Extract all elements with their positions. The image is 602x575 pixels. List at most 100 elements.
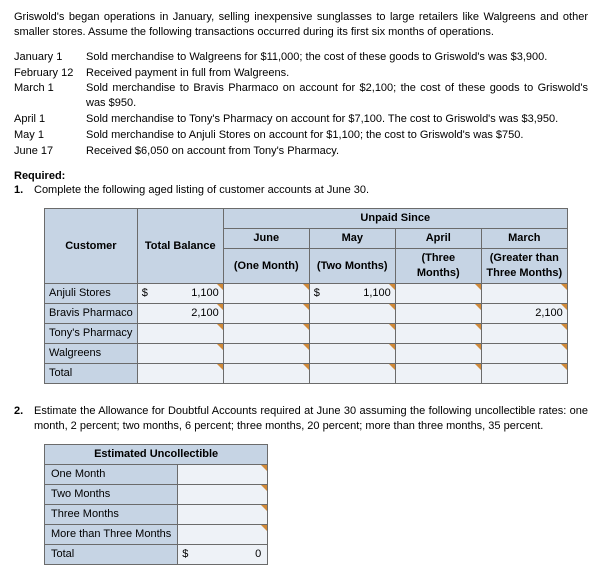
unpaid-since-header: Unpaid Since (223, 209, 567, 229)
total-cell[interactable]: $1,100 (137, 283, 223, 303)
uncollectible-header: Estimated Uncollectible (45, 444, 268, 464)
required-heading: Required: (14, 169, 588, 184)
edit-corner-icon (475, 304, 481, 310)
table-row: Total (45, 363, 568, 383)
march-cell[interactable] (481, 343, 567, 363)
total-cell[interactable] (137, 323, 223, 343)
period-label: More than Three Months (45, 524, 178, 544)
customer-label: Walgreens (45, 343, 138, 363)
cell-value: 0 (255, 548, 261, 560)
required-label: Required: (14, 170, 65, 182)
may-cell[interactable] (309, 303, 395, 323)
transaction-row: April 1 Sold merchandise to Tony's Pharm… (14, 112, 588, 127)
period-label: Three Months (45, 504, 178, 524)
customer-label: Anjuli Stores (45, 283, 138, 303)
table-row: Bravis Pharmaco 2,100 2,100 (45, 303, 568, 323)
col-april-sub: (Three Months) (395, 249, 481, 284)
edit-corner-icon (475, 344, 481, 350)
table-row: More than Three Months (45, 524, 268, 544)
amount-cell[interactable] (178, 504, 268, 524)
march-cell[interactable] (481, 363, 567, 383)
edit-corner-icon (561, 324, 567, 330)
requirement-2: 2. Estimate the Allowance for Doubtful A… (14, 404, 588, 434)
col-customer-header: Customer (45, 209, 138, 284)
period-label: Total (45, 544, 178, 564)
transaction-row: January 1 Sold merchandise to Walgreens … (14, 50, 588, 65)
edit-corner-icon (561, 364, 567, 370)
april-cell[interactable] (395, 363, 481, 383)
table-header-row-span: Customer Total Balance Unpaid Since (45, 209, 568, 229)
april-cell[interactable] (395, 323, 481, 343)
aged-listing-table: Customer Total Balance Unpaid Since June… (44, 208, 568, 384)
june-cell[interactable] (223, 283, 309, 303)
may-cell[interactable] (309, 343, 395, 363)
customer-label: Total (45, 363, 138, 383)
march-cell[interactable]: 2,100 (481, 303, 567, 323)
amount-cell[interactable]: $0 (178, 544, 268, 564)
amount-cell[interactable] (178, 524, 268, 544)
edit-corner-icon (261, 525, 267, 531)
cell-value: 1,100 (363, 287, 391, 299)
transaction-date: June 17 (14, 144, 86, 159)
edit-corner-icon (217, 344, 223, 350)
req-number: 2. (14, 404, 34, 434)
transaction-date: February 12 (14, 66, 86, 81)
may-cell[interactable] (309, 363, 395, 383)
edit-corner-icon (389, 344, 395, 350)
table-row: One Month (45, 464, 268, 484)
transaction-date: April 1 (14, 112, 86, 127)
requirement-1: 1. Complete the following aged listing o… (14, 183, 588, 198)
aged-listing-table-wrap: Customer Total Balance Unpaid Since June… (44, 208, 588, 384)
total-cell[interactable] (137, 363, 223, 383)
transaction-row: June 17 Received $6,050 on account from … (14, 144, 588, 159)
june-cell[interactable] (223, 323, 309, 343)
total-cell[interactable] (137, 343, 223, 363)
amount-cell[interactable] (178, 484, 268, 504)
transaction-date: March 1 (14, 81, 86, 111)
edit-corner-icon (561, 304, 567, 310)
currency-symbol: $ (142, 286, 148, 301)
edit-corner-icon (561, 344, 567, 350)
table-header-row: Estimated Uncollectible (45, 444, 268, 464)
april-cell[interactable] (395, 343, 481, 363)
may-cell[interactable] (309, 323, 395, 343)
edit-corner-icon (389, 284, 395, 290)
edit-corner-icon (475, 284, 481, 290)
col-march-header: March (481, 229, 567, 249)
intro-text: Griswold's began operations in January, … (14, 11, 588, 38)
edit-corner-icon (261, 505, 267, 511)
edit-corner-icon (217, 364, 223, 370)
june-cell[interactable] (223, 303, 309, 323)
june-cell[interactable] (223, 363, 309, 383)
table-row: Walgreens (45, 343, 568, 363)
transactions-list: January 1 Sold merchandise to Walgreens … (14, 50, 588, 159)
currency-symbol: $ (314, 286, 320, 301)
amount-cell[interactable] (178, 464, 268, 484)
transaction-row: February 12 Received payment in full fro… (14, 66, 588, 81)
table-row: Anjuli Stores $1,100 $1,100 (45, 283, 568, 303)
col-june-header: June (223, 229, 309, 249)
cell-value: 1,100 (191, 287, 219, 299)
april-cell[interactable] (395, 303, 481, 323)
edit-corner-icon (561, 284, 567, 290)
edit-corner-icon (217, 304, 223, 310)
april-cell[interactable] (395, 283, 481, 303)
transaction-row: March 1 Sold merchandise to Bravis Pharm… (14, 81, 588, 111)
table-row: Two Months (45, 484, 268, 504)
edit-corner-icon (217, 324, 223, 330)
march-cell[interactable] (481, 283, 567, 303)
total-cell[interactable]: 2,100 (137, 303, 223, 323)
transaction-desc: Received $6,050 on account from Tony's P… (86, 144, 588, 159)
march-cell[interactable] (481, 323, 567, 343)
edit-corner-icon (303, 324, 309, 330)
col-may-header: May (309, 229, 395, 249)
cell-value: 2,100 (191, 307, 219, 319)
uncollectible-table: Estimated Uncollectible One Month Two Mo… (44, 444, 268, 565)
edit-corner-icon (303, 304, 309, 310)
june-cell[interactable] (223, 343, 309, 363)
transaction-date: May 1 (14, 128, 86, 143)
customer-label: Tony's Pharmacy (45, 323, 138, 343)
req-number: 1. (14, 183, 34, 198)
transaction-desc: Received payment in full from Walgreens. (86, 66, 588, 81)
may-cell[interactable]: $1,100 (309, 283, 395, 303)
